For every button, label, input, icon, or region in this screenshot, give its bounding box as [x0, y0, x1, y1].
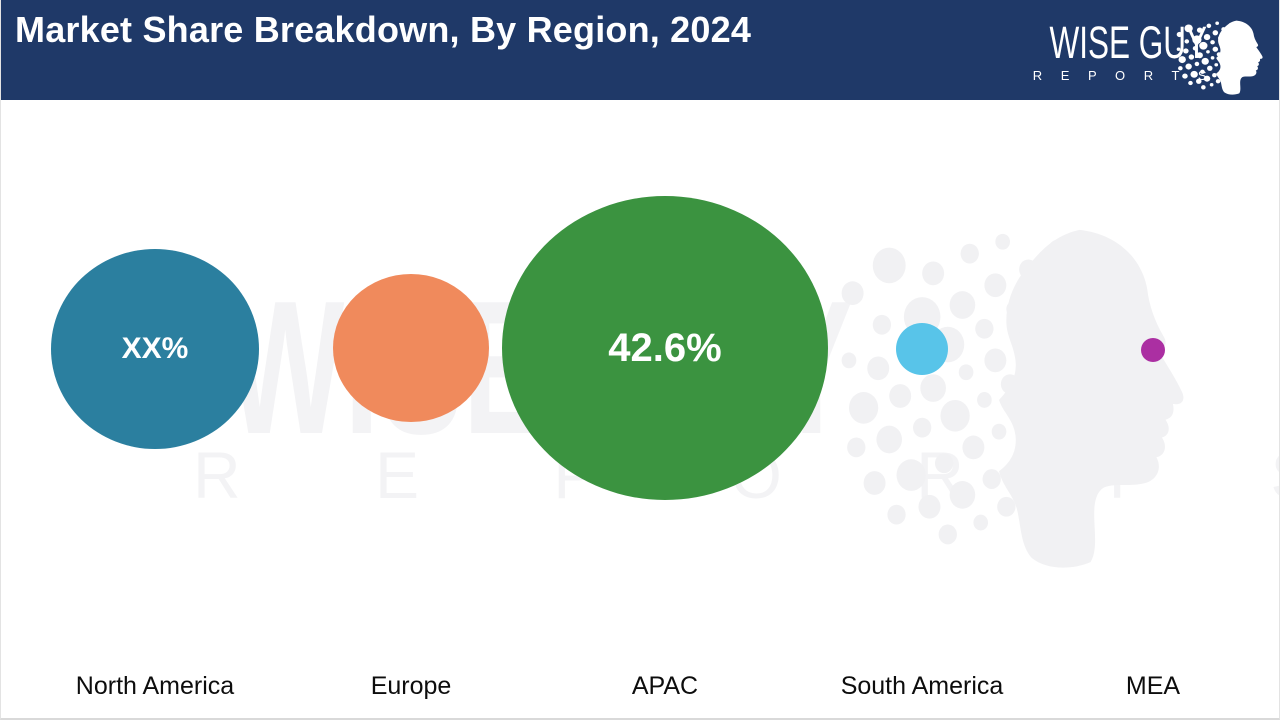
- bubble-apac: 42.6%: [502, 196, 828, 500]
- category-label-mea: MEA: [1125, 672, 1181, 700]
- brand-logo: WISE GUY R E P O R T S: [982, 18, 1265, 96]
- bubble-value-north-america: XX%: [121, 332, 189, 365]
- header: Market Share Breakdown, By Region, 2024 …: [1, 0, 1279, 100]
- brand-tagline: R E P O R T S: [1032, 68, 1214, 83]
- category-label-north-america: North America: [75, 672, 235, 700]
- brand-face-icon: [1176, 20, 1263, 95]
- bubble-value-apac: 42.6%: [608, 326, 722, 370]
- bubble-north-america: XX%: [51, 249, 259, 449]
- category-label-apac: APAC: [631, 672, 699, 700]
- bubble-mea: [1141, 338, 1165, 362]
- bubble-south-america: [896, 323, 948, 375]
- category-label-europe: Europe: [370, 672, 452, 700]
- bubble-europe: [333, 274, 489, 422]
- category-label-south-america: South America: [840, 672, 1004, 700]
- page-title: Market Share Breakdown, By Region, 2024: [15, 9, 752, 50]
